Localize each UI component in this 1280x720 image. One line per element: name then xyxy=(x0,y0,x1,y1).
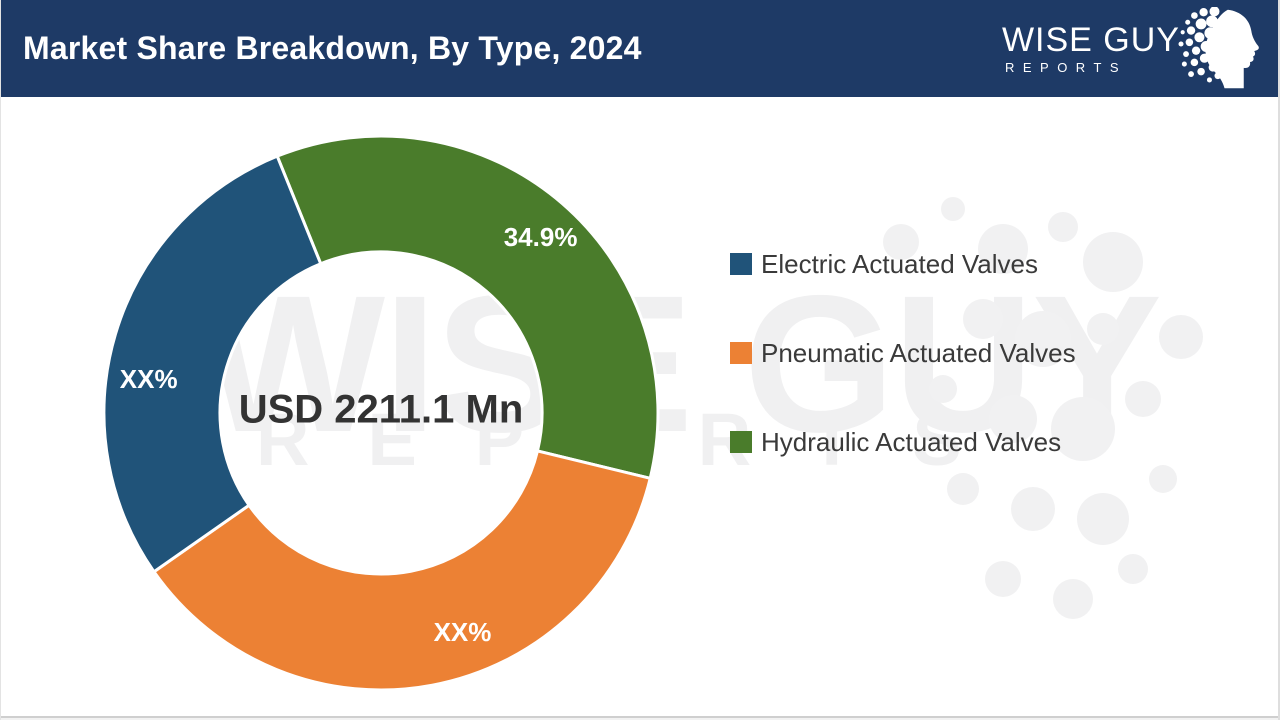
legend-item-pneumatic-actuated-valves: Pneumatic Actuated Valves xyxy=(730,340,1076,366)
legend-item-hydraulic-actuated-valves: Hydraulic Actuated Valves xyxy=(730,429,1076,455)
legend-swatch-electric-actuated-valves xyxy=(730,253,752,275)
slice-label-pneumatic-actuated-valves: XX% xyxy=(434,617,492,647)
header: Market Share Breakdown, By Type, 2024 WI… xyxy=(1,0,1278,97)
page-title: Market Share Breakdown, By Type, 2024 xyxy=(23,30,642,66)
wise-guy-logo: WISE GUY REPORTS xyxy=(1002,6,1268,92)
donut-center-value: USD 2211.1 Mn xyxy=(238,387,524,432)
footer-divider xyxy=(1,716,1278,720)
legend-label-hydraulic-actuated-valves: Hydraulic Actuated Valves xyxy=(761,427,1062,457)
logo-text: WISE GUY REPORTS xyxy=(1002,23,1180,75)
legend-label-electric-actuated-valves: Electric Actuated Valves xyxy=(761,249,1038,279)
slice-label-hydraulic-actuated-valves: 34.9% xyxy=(504,222,578,252)
legend-item-electric-actuated-valves: Electric Actuated Valves xyxy=(730,251,1076,277)
legend-swatch-hydraulic-actuated-valves xyxy=(730,431,752,453)
legend-label-pneumatic-actuated-valves: Pneumatic Actuated Valves xyxy=(761,338,1076,368)
legend: Electric Actuated Valves Pneumatic Actuat… xyxy=(730,251,1076,455)
donut-slice-electric-actuated-valves xyxy=(102,154,323,574)
logo-wordmark: WISE GUY xyxy=(1001,21,1180,59)
slice-label-electric-actuated-valves: XX% xyxy=(120,364,178,394)
logo-subtitle: REPORTS xyxy=(1004,60,1128,75)
wise-guy-face-icon xyxy=(1178,7,1259,89)
donut-slice-pneumatic-actuated-valves xyxy=(151,449,653,692)
legend-swatch-pneumatic-actuated-valves xyxy=(730,342,752,364)
donut-chart: 34.9% XX% XX% xyxy=(102,134,660,692)
donut-slice-hydraulic-actuated-valves xyxy=(275,134,660,481)
